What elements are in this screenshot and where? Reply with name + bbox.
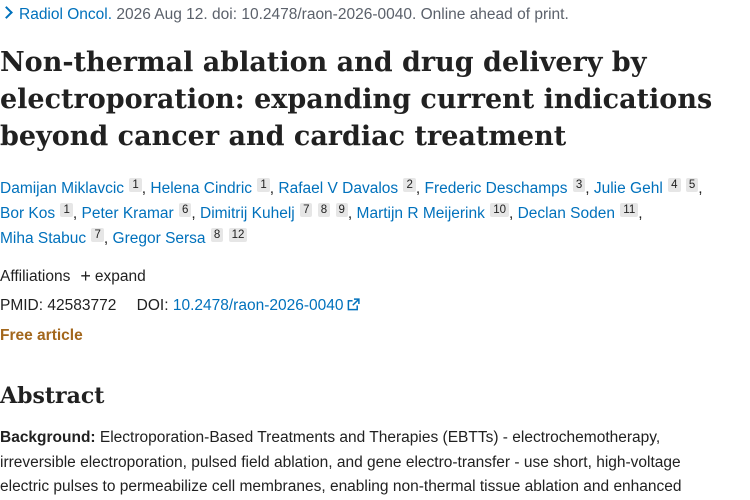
citation-details: 2026 Aug 12. doi: 10.2478/raon-2026-0040… (112, 6, 569, 23)
doi-link[interactable]: 10.2478/raon-2026-0040 (172, 297, 344, 314)
expand-label[interactable]: expand (94, 268, 146, 285)
affiliation-badge[interactable]: 4 (668, 178, 681, 192)
background-label: Background: (0, 429, 96, 446)
affiliation-badge[interactable]: 8 (210, 228, 224, 242)
citation-line: Radiol Oncol. 2026 Aug 12. doi: 10.2478/… (0, 5, 569, 25)
affiliation-badge[interactable]: 12 (228, 228, 248, 242)
title-line: beyond cancer and cardiac treatment (0, 121, 567, 152)
title-line: Non-thermal ablation and drug delivery b… (0, 47, 647, 78)
affiliation-badge[interactable]: 1 (60, 203, 73, 217)
doi-label: DOI: (136, 297, 169, 314)
author-link[interactable]: Miha Stabuc (0, 230, 87, 247)
author-link[interactable]: Helena Cindric (150, 180, 253, 197)
affiliations-label: Affiliations (0, 268, 71, 285)
author-link[interactable]: Martijn R Meijerink (356, 205, 485, 222)
author-link[interactable]: Julie Gehl (593, 180, 663, 197)
affiliation-badge[interactable]: 8 (317, 203, 331, 217)
pmid-label: PMID: (0, 297, 44, 314)
author-link[interactable]: Dimitrij Kuhelj (200, 205, 295, 222)
affiliation-badge[interactable]: 9 (335, 203, 348, 217)
external-link-icon[interactable] (347, 298, 360, 311)
author-line: Bor Kos 1, Peter Kramar 6, Dimitrij Kuhe… (0, 203, 643, 222)
abstract-line: irreversible electroporation, pulsed fie… (0, 453, 681, 471)
author-link[interactable]: Rafael V Davalos (278, 180, 399, 197)
abstract-line: electric pulses to permeabilize cell mem… (0, 478, 682, 495)
plus-icon[interactable]: + (80, 266, 91, 286)
abstract-heading: Abstract (0, 383, 105, 409)
affiliations-toggle[interactable]: Affiliations + expand (0, 267, 146, 287)
affiliation-badge[interactable]: 5 (685, 178, 699, 192)
pmid-value: 42583772 (47, 297, 117, 314)
free-article-label: Free article (0, 327, 83, 344)
affiliation-badge[interactable]: 1 (257, 178, 270, 192)
author-line: Miha Stabuc 7, Gregor Sersa 8 12 (0, 226, 748, 251)
article-title: Non-thermal ablation and drug delivery b… (0, 44, 745, 155)
article-identifiers: PMID: 42583772 DOI: 10.2478/raon-2026-00… (0, 296, 360, 316)
affiliation-badge[interactable]: 2 (403, 178, 416, 192)
author-link[interactable]: Damijan Miklavcic (0, 180, 125, 197)
author-link[interactable]: Declan Soden (517, 205, 615, 222)
affiliation-badge[interactable]: 11 (620, 203, 639, 217)
affiliation-badge[interactable]: 6 (178, 203, 192, 217)
author-link[interactable]: Bor Kos (0, 205, 56, 222)
affiliation-badge[interactable]: 10 (490, 203, 509, 217)
abstract-line: Electroporation-Based Treatments and The… (95, 429, 661, 446)
title-line: electroporation: expanding current indic… (0, 84, 713, 115)
abstract-text: Background: Electroporation-Based Treatm… (0, 426, 748, 500)
author-link[interactable]: Frederic Deschamps (424, 180, 568, 197)
journal-link[interactable]: Radiol Oncol. (19, 6, 113, 23)
author-list: Damijan Miklavcic 1, Helena Cindric 1, R… (0, 176, 748, 251)
affiliation-badge[interactable]: 7 (300, 203, 313, 217)
affiliation-badge[interactable]: 7 (91, 228, 104, 242)
author-link[interactable]: Peter Kramar (81, 205, 174, 222)
affiliation-badge[interactable]: 3 (572, 178, 586, 192)
author-line: Damijan Miklavcic 1, Helena Cindric 1, R… (0, 178, 703, 197)
affiliation-badge[interactable]: 1 (129, 178, 142, 192)
chevron-right-icon[interactable] (0, 6, 13, 19)
author-link[interactable]: Gregor Sersa (112, 230, 206, 247)
